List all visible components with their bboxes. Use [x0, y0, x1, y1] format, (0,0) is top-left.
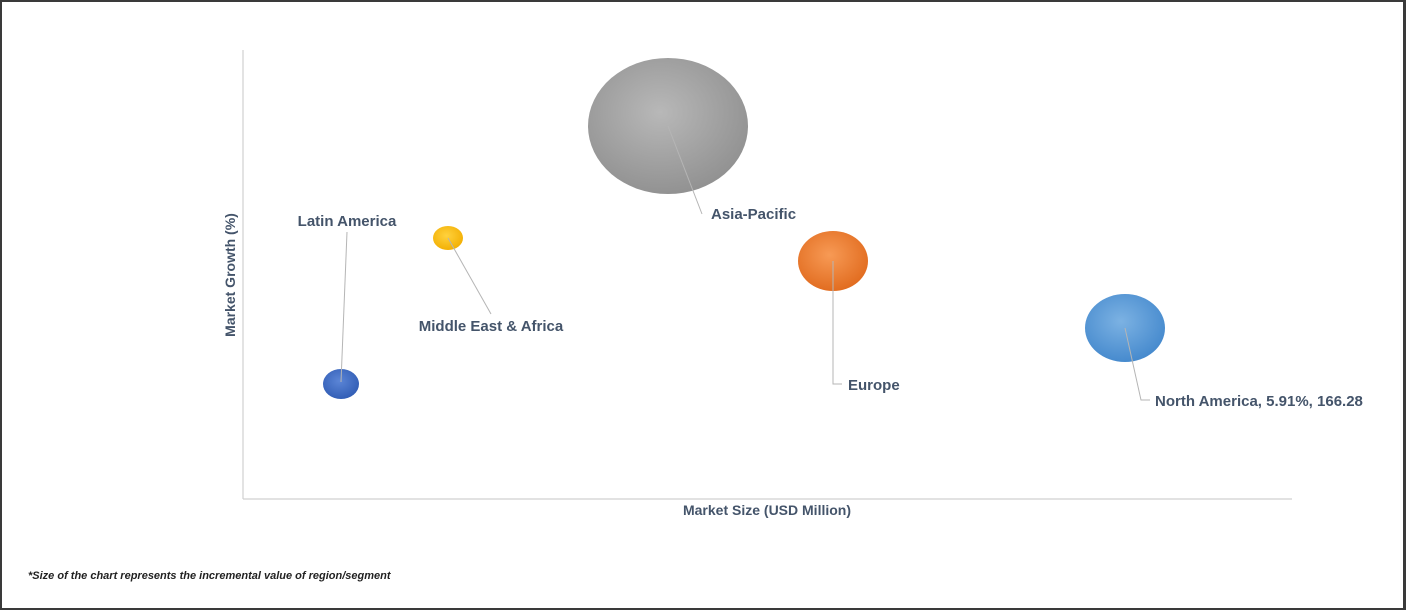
bubble-label-4: North America, 5.91%, 166.28 [1155, 393, 1363, 410]
leader-line-3 [832, 261, 842, 385]
footnote: *Size of the chart represents the increm… [28, 570, 391, 582]
x-axis-title: Market Size (USD Million) [683, 502, 851, 518]
bubbles-layer: Asia-Pacific Latin America Middle East & A… [298, 58, 1363, 410]
bubble-label-1: Latin America [298, 213, 397, 230]
bubble-label-2: Middle East & Africa [419, 318, 564, 335]
leader-line-0 [667, 125, 703, 215]
y-axis-title: Market Growth (%) [222, 213, 238, 337]
leader-line-4 [1124, 327, 1150, 401]
leader-line-1 [340, 231, 348, 383]
leader-line-2 [447, 237, 492, 315]
bubble-label-3: Europe [848, 377, 900, 394]
bubble-label-0: Asia-Pacific [711, 206, 796, 223]
bubble-1 [323, 369, 359, 399]
